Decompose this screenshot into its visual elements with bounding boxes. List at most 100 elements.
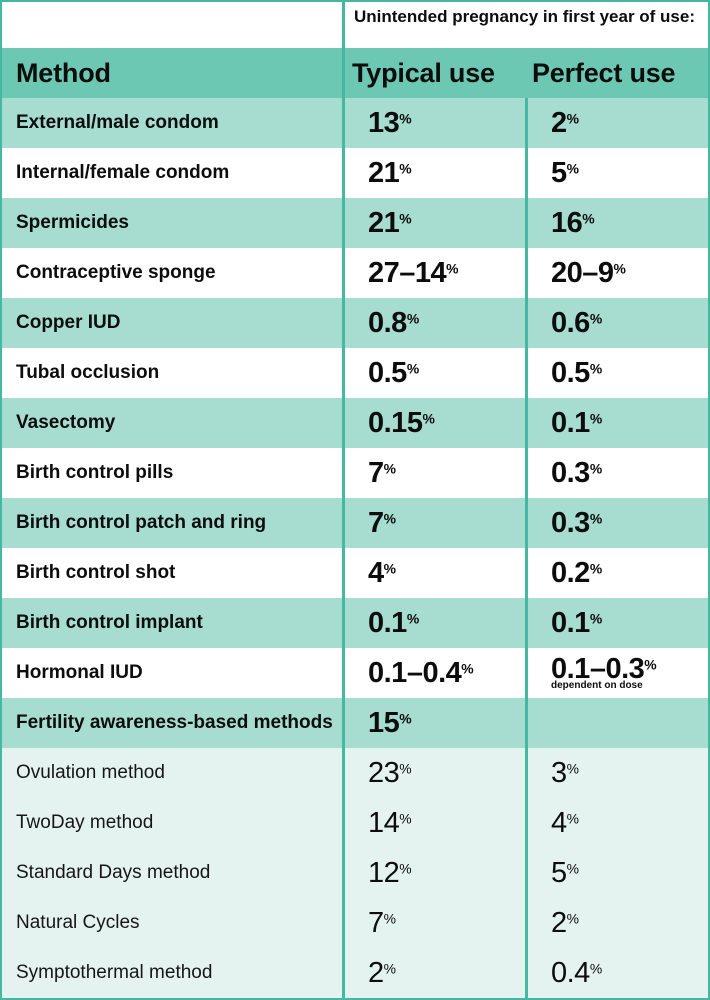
percent-sign: %: [383, 459, 397, 476]
perfect-use-cell: 0.1%: [525, 398, 708, 448]
table-row: Birth control implant 0.1% 0.1%: [2, 598, 708, 648]
typical-use-cell: 7%: [342, 448, 525, 498]
perfect-use-cell: 0.3%: [525, 448, 708, 498]
typical-use-cell: 7%: [342, 498, 525, 548]
percent-sign: %: [589, 359, 603, 376]
perfect-use-cell: 5%: [525, 148, 708, 198]
percent-sign: %: [566, 859, 580, 876]
perfect-use-cell: 0.5%: [525, 348, 708, 398]
method-cell: Internal/female condom: [16, 162, 230, 183]
percent-sign: %: [383, 959, 397, 976]
percent-sign: %: [399, 709, 412, 726]
typical-use-cell: 21%: [342, 148, 525, 198]
typical-use-cell: 4%: [342, 548, 525, 598]
percent-sign: %: [566, 159, 580, 176]
table-row: Tubal occlusion 0.5% 0.5%: [2, 348, 708, 398]
dose-note: dependent on dose: [551, 680, 643, 691]
typical-use-cell: 0.15%: [342, 398, 525, 448]
method-cell: Vasectomy: [16, 412, 116, 433]
percent-sign: %: [582, 209, 595, 226]
percent-sign: %: [644, 656, 657, 673]
method-cell: Birth control pills: [16, 462, 174, 483]
typical-use-cell: 27–14%: [342, 248, 525, 298]
table-row: Birth control pills 7% 0.3%: [2, 448, 708, 498]
typical-use-cell: 0.1%: [342, 598, 525, 648]
table-row: Natural Cycles 7% 2%: [2, 898, 708, 948]
perfect-use-cell: 20–9%: [525, 248, 708, 298]
typical-use-cell: 0.5%: [342, 348, 525, 398]
table-caption-band: Unintended pregnancy in first year of us…: [2, 2, 708, 48]
perfect-use-cell: 3%: [525, 748, 708, 798]
method-cell: Tubal occlusion: [16, 362, 160, 383]
method-cell: Birth control patch and ring: [16, 512, 267, 533]
table-row: Symptothermal method 2% 0.4%: [2, 948, 708, 998]
typical-use-cell: 15%: [342, 698, 525, 748]
percent-sign: %: [613, 259, 626, 276]
percent-sign: %: [406, 359, 420, 376]
method-cell: TwoDay method: [16, 812, 154, 833]
table-row: Spermicides 21% 16%: [2, 198, 708, 248]
typical-use-cell: 14%: [342, 798, 525, 848]
column-header-typical-use: Typical use: [342, 48, 525, 98]
percent-sign: %: [589, 559, 603, 576]
method-cell: Natural Cycles: [16, 912, 140, 933]
perfect-use-cell: 0.2%: [525, 548, 708, 598]
method-cell: Contraceptive sponge: [16, 262, 216, 283]
percent-sign: %: [399, 209, 412, 226]
typical-use-cell: 13%: [342, 98, 525, 148]
table-row: Ovulation method 23% 3%: [2, 748, 708, 798]
percent-sign: %: [566, 909, 580, 926]
typical-use-cell: 7%: [342, 898, 525, 948]
percent-sign: %: [406, 309, 420, 326]
table-row: Standard Days method 12% 5%: [2, 848, 708, 898]
table-row: Birth control shot 4% 0.2%: [2, 548, 708, 598]
percent-sign: %: [589, 959, 603, 976]
percent-sign: %: [566, 759, 580, 776]
percent-sign: %: [589, 459, 603, 476]
typical-use-cell: 21%: [342, 198, 525, 248]
perfect-use-cell: 0.1–0.3% dependent on dose: [525, 648, 708, 698]
percent-sign: %: [446, 259, 459, 276]
method-cell: Hormonal IUD: [16, 662, 143, 683]
perfect-use-cell: 16%: [525, 198, 708, 248]
table-row: Internal/female condom 21% 5%: [2, 148, 708, 198]
perfect-use-cell: 0.4%: [525, 948, 708, 998]
percent-sign: %: [461, 659, 474, 676]
table-row: Fertility awareness-based methods 15%: [2, 698, 708, 748]
typical-use-cell: 12%: [342, 848, 525, 898]
caption-spacer: [2, 2, 342, 48]
table-row: Copper IUD 0.8% 0.6%: [2, 298, 708, 348]
column-header-method: Method: [16, 57, 111, 88]
method-cell: Spermicides: [16, 212, 129, 233]
perfect-use-cell: 0.6%: [525, 298, 708, 348]
percent-sign: %: [399, 759, 412, 776]
percent-sign: %: [589, 409, 603, 426]
perfect-use-cell: 2%: [525, 98, 708, 148]
method-cell: External/male condom: [16, 112, 219, 133]
table-caption: Unintended pregnancy in first year of us…: [342, 2, 708, 48]
perfect-use-cell: 5%: [525, 848, 708, 898]
percent-sign: %: [566, 109, 580, 126]
method-cell: Standard Days method: [16, 862, 211, 883]
percent-sign: %: [589, 509, 603, 526]
table-row: External/male condom 13% 2%: [2, 98, 708, 148]
table-row: Hormonal IUD 0.1–0.4% 0.1–0.3% dependent…: [2, 648, 708, 698]
method-cell: Ovulation method: [16, 762, 165, 783]
percent-sign: %: [589, 309, 603, 326]
perfect-use-cell: 2%: [525, 898, 708, 948]
method-cell: Birth control implant: [16, 612, 203, 633]
method-cell: Copper IUD: [16, 312, 121, 333]
table-header-row: Method Typical use Perfect use: [2, 48, 708, 98]
percent-sign: %: [399, 809, 412, 826]
typical-use-cell: 2%: [342, 948, 525, 998]
perfect-use-cell: 4%: [525, 798, 708, 848]
percent-sign: %: [589, 609, 603, 626]
perfect-use-cell: 0.1%: [525, 598, 708, 648]
percent-sign: %: [399, 859, 412, 876]
percent-sign: %: [399, 159, 412, 176]
method-cell: Symptothermal method: [16, 962, 213, 983]
percent-sign: %: [383, 559, 397, 576]
typical-use-cell: 23%: [342, 748, 525, 798]
perfect-use-cell-empty: [525, 698, 708, 748]
